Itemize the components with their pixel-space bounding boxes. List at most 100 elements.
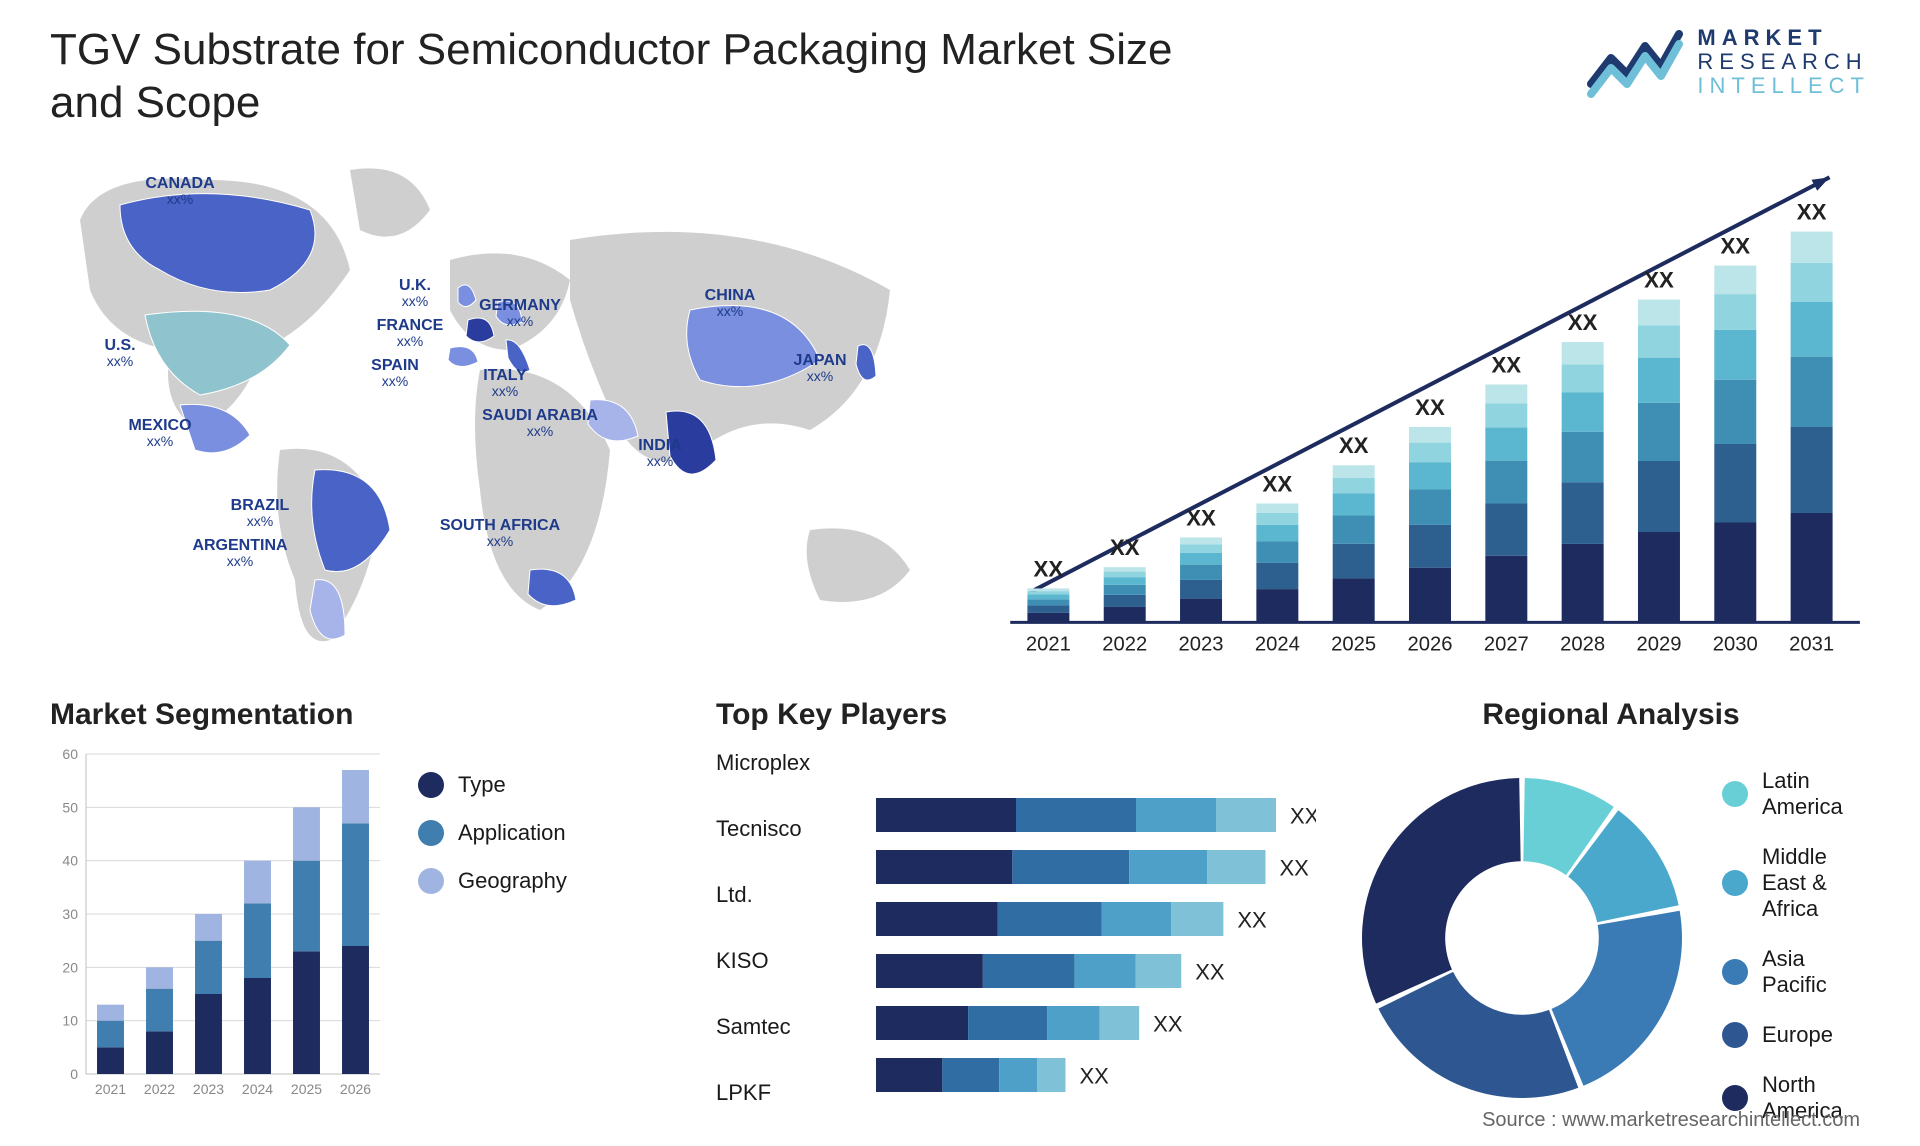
svg-text:xx%: xx% — [487, 533, 513, 549]
key-player-label: Ltd. — [716, 878, 856, 930]
svg-text:XX: XX — [1279, 855, 1309, 880]
legend-swatch-icon — [1722, 1085, 1748, 1111]
svg-text:CANADA: CANADA — [145, 175, 215, 192]
svg-text:XX: XX — [1568, 309, 1598, 334]
key-players-body: MicroplexTecniscoLtd.KISOSamtecLPKFCorni… — [716, 744, 1316, 1146]
legend-label: Asia Pacific — [1762, 946, 1870, 998]
source-line: Source : www.marketresearchintellect.com — [1482, 1109, 1860, 1132]
svg-text:2024: 2024 — [242, 1081, 273, 1097]
legend-swatch-icon — [1722, 1022, 1748, 1048]
svg-text:2021: 2021 — [95, 1081, 126, 1097]
svg-text:XX: XX — [1034, 556, 1064, 581]
key-player-label: Tecnisco — [716, 812, 856, 864]
page-root: TGV Substrate for Semiconductor Packagin… — [0, 0, 1920, 1146]
key-players-bars: XX XX XX XX XX XX — [876, 744, 1316, 1146]
regional-donut-svg — [1352, 768, 1692, 1108]
legend-swatch-icon — [1722, 959, 1748, 985]
svg-text:xx%: xx% — [247, 513, 273, 529]
svg-text:XX: XX — [1153, 1011, 1183, 1036]
svg-text:XX: XX — [1263, 471, 1293, 496]
regional-legend: Latin America Middle East & Africa Asia Pa… — [1722, 758, 1870, 1124]
logo-line3: INTELLECT — [1697, 74, 1870, 98]
legend-swatch-icon — [418, 772, 444, 798]
svg-text:FRANCE: FRANCE — [377, 317, 444, 334]
legend-label: Latin America — [1762, 768, 1870, 820]
regional-legend-item: Latin America — [1722, 768, 1870, 820]
segmentation-panel: Market Segmentation 01020304050602021202… — [50, 698, 680, 1138]
svg-text:xx%: xx% — [717, 303, 743, 319]
svg-text:XX: XX — [1644, 267, 1674, 292]
legend-label: Europe — [1762, 1022, 1833, 1048]
regional-legend-item: Middle East & Africa — [1722, 844, 1870, 922]
svg-text:xx%: xx% — [492, 383, 518, 399]
svg-text:50: 50 — [62, 799, 78, 815]
svg-text:30: 30 — [62, 906, 78, 922]
regional-body: Latin America Middle East & Africa Asia Pa… — [1352, 744, 1870, 1138]
svg-text:XX: XX — [1079, 1063, 1109, 1088]
svg-text:JAPAN: JAPAN — [793, 352, 846, 369]
svg-text:U.S.: U.S. — [104, 337, 135, 354]
world-map-panel: CANADAxx%U.S.xx%MEXICOxx%BRAZILxx%ARGENT… — [50, 140, 950, 680]
svg-text:2031: 2031 — [1789, 633, 1834, 655]
key-players-title: Top Key Players — [716, 698, 1316, 732]
key-player-label: Microplex — [716, 746, 856, 798]
svg-text:BRAZIL: BRAZIL — [231, 497, 290, 514]
key-player-label: KISO — [716, 944, 856, 996]
legend-swatch-icon — [418, 820, 444, 846]
svg-text:60: 60 — [62, 746, 78, 762]
svg-text:CHINA: CHINA — [705, 287, 756, 304]
legend-label: Geography — [458, 868, 567, 894]
lower-row: Market Segmentation 01020304050602021202… — [50, 698, 1870, 1138]
svg-text:XX: XX — [1110, 535, 1140, 560]
svg-text:xx%: xx% — [107, 353, 133, 369]
segmentation-legend-item: Geography — [418, 868, 680, 894]
segmentation-legend: Type Application Geography — [418, 744, 680, 1138]
svg-text:xx%: xx% — [382, 373, 408, 389]
legend-label: Application — [458, 820, 566, 846]
regional-legend-item: Asia Pacific — [1722, 946, 1870, 998]
regional-panel: Regional Analysis Latin America Middle Ea… — [1352, 698, 1870, 1138]
segmentation-chart: 0102030405060202120222023202420252026 — [50, 744, 390, 1138]
regional-title: Regional Analysis — [1352, 698, 1870, 732]
svg-text:2022: 2022 — [144, 1081, 175, 1097]
svg-text:XX: XX — [1237, 907, 1267, 932]
svg-text:2023: 2023 — [1179, 633, 1224, 655]
svg-text:XX: XX — [1720, 233, 1750, 258]
main-forecast-chart: XX2021XX2022XX2023XX2024XX2025XX2026XX20… — [990, 140, 1870, 680]
regional-legend-item: Europe — [1722, 1022, 1870, 1048]
regional-donut — [1352, 768, 1692, 1113]
svg-text:U.K.: U.K. — [399, 277, 431, 294]
svg-text:ARGENTINA: ARGENTINA — [192, 537, 288, 554]
svg-text:XX: XX — [1339, 433, 1369, 458]
svg-text:2025: 2025 — [291, 1081, 322, 1097]
svg-text:xx%: xx% — [167, 191, 193, 207]
svg-text:10: 10 — [62, 1012, 78, 1028]
legend-swatch-icon — [1722, 781, 1748, 807]
page-title: TGV Substrate for Semiconductor Packagin… — [50, 24, 1250, 130]
svg-text:xx%: xx% — [527, 423, 553, 439]
svg-text:SPAIN: SPAIN — [371, 357, 419, 374]
key-player-label: Samtec — [716, 1010, 856, 1062]
svg-text:XX: XX — [1195, 959, 1225, 984]
key-player-label: LPKF — [716, 1076, 856, 1128]
svg-text:SOUTH AFRICA: SOUTH AFRICA — [440, 517, 561, 534]
legend-label: Type — [458, 772, 506, 798]
segmentation-legend-item: Type — [418, 772, 680, 798]
svg-text:XX: XX — [1290, 803, 1316, 828]
svg-text:XX: XX — [1415, 394, 1445, 419]
logo-mark-icon — [1587, 24, 1683, 100]
svg-text:xx%: xx% — [807, 368, 833, 384]
svg-text:2026: 2026 — [340, 1081, 371, 1097]
logo-line2: RESEARCH — [1697, 50, 1870, 74]
svg-text:2024: 2024 — [1255, 633, 1300, 655]
svg-text:xx%: xx% — [397, 333, 423, 349]
svg-text:2030: 2030 — [1713, 633, 1758, 655]
svg-text:INDIA: INDIA — [638, 437, 682, 454]
svg-text:XX: XX — [1186, 505, 1216, 530]
svg-text:2027: 2027 — [1484, 633, 1529, 655]
svg-text:2028: 2028 — [1560, 633, 1605, 655]
svg-text:xx%: xx% — [227, 553, 253, 569]
svg-text:2029: 2029 — [1636, 633, 1681, 655]
logo-text: MARKET RESEARCH INTELLECT — [1697, 26, 1870, 99]
svg-text:xx%: xx% — [402, 293, 428, 309]
